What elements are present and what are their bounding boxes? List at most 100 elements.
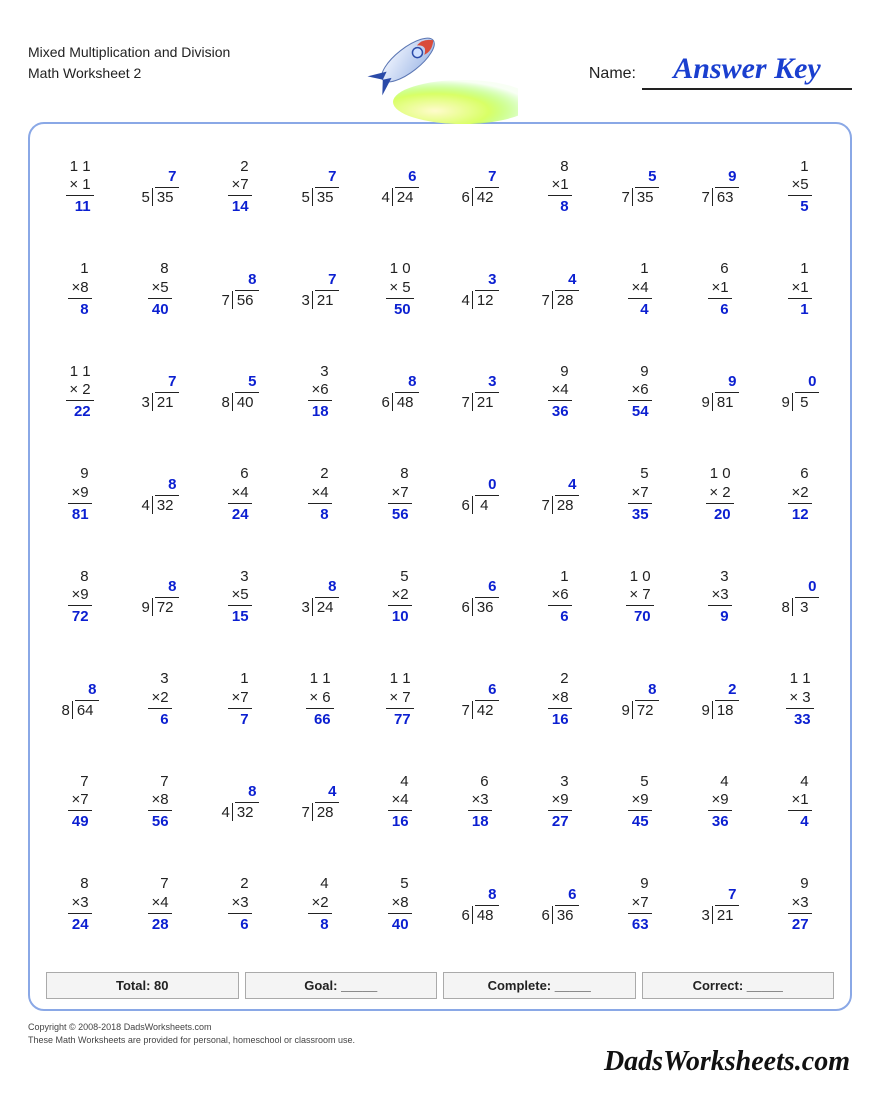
multiplication-problem: 9×981: [68, 465, 91, 524]
divisor: 7: [222, 291, 232, 309]
multiplicand: 1: [68, 260, 91, 279]
divisor: 7: [542, 496, 552, 514]
product-answer: 15: [228, 606, 251, 627]
problem-cell: 1 1× 666: [280, 649, 360, 752]
name-line: Answer Key: [642, 52, 852, 90]
product-answer: 22: [66, 401, 93, 422]
multiplicand: 1 0: [386, 260, 413, 279]
dividend: 35: [312, 188, 338, 206]
multiplier: ×4: [628, 279, 651, 299]
multiplier: ×9: [68, 484, 91, 504]
title-block: Mixed Multiplication and Division Math W…: [28, 24, 308, 84]
division-problem: 8648: [382, 373, 419, 411]
problem-cell: 1×55: [760, 136, 840, 239]
problem-cell: 5×735: [600, 444, 680, 547]
multiplier: ×2: [148, 689, 171, 709]
problem-cell: 7×428: [120, 854, 200, 957]
division-problem: 4728: [542, 476, 579, 514]
dividend: 12: [472, 291, 498, 309]
multiplication-problem: 9×436: [548, 363, 571, 422]
dividend: 3: [792, 598, 816, 616]
multiplicand: 2: [228, 875, 251, 894]
problem-cell: 8432: [120, 444, 200, 547]
worksheet-header: Mixed Multiplication and Division Math W…: [28, 24, 852, 114]
dividend: 40: [232, 393, 258, 411]
multiplication-problem: 5×945: [628, 773, 651, 832]
division-problem: 7321: [302, 271, 339, 309]
divisor: 9: [702, 393, 712, 411]
problem-cell: 095: [760, 341, 840, 444]
product-answer: 6: [708, 299, 731, 320]
product-answer: 40: [388, 914, 411, 935]
division-problem: 7535: [142, 168, 179, 206]
copyright-note: These Math Worksheets are provided for p…: [28, 1034, 852, 1047]
division-problem: 4728: [542, 271, 579, 309]
multiplier: ×9: [68, 586, 91, 606]
product-answer: 70: [626, 606, 653, 627]
multiplier: ×7: [628, 894, 651, 914]
division-problem: 7321: [702, 886, 739, 924]
divisor: 6: [462, 496, 472, 514]
multiplicand: 8: [68, 875, 91, 894]
multiplicand: 3: [708, 568, 731, 587]
quotient-answer: 8: [155, 476, 179, 496]
multiplier: ×1: [548, 176, 571, 196]
problem-cell: 8972: [120, 546, 200, 649]
problem-cell: 7321: [120, 341, 200, 444]
quotient-answer: 4: [315, 783, 339, 803]
multiplier: ×1: [708, 279, 731, 299]
multiplication-problem: 1 1× 111: [66, 158, 93, 217]
multiplicand: 4: [388, 773, 411, 792]
division-problem: 8756: [222, 271, 259, 309]
dividend: 21: [152, 393, 178, 411]
multiplication-problem: 2×714: [228, 158, 251, 217]
multiplication-problem: 2×36: [228, 875, 251, 934]
multiplier: ×3: [68, 894, 91, 914]
problem-cell: 8×756: [360, 444, 440, 547]
divisor: 4: [382, 188, 392, 206]
dividend: 18: [712, 701, 738, 719]
multiplication-problem: 1×44: [628, 260, 651, 319]
title-line-1: Mixed Multiplication and Division: [28, 42, 308, 63]
divisor: 7: [702, 188, 712, 206]
multiplicand: 3: [308, 363, 331, 382]
product-answer: 6: [548, 606, 571, 627]
division-problem: 095: [782, 373, 819, 411]
division-problem: 6424: [382, 168, 419, 206]
quotient-answer: 8: [155, 578, 179, 598]
quotient-answer: 8: [635, 681, 659, 701]
multiplication-problem: 8×18: [548, 158, 571, 217]
problem-cell: 4728: [280, 751, 360, 854]
multiplicand: 9: [788, 875, 811, 894]
multiplication-problem: 1 1× 222: [66, 363, 93, 422]
problem-cell: 3×39: [680, 546, 760, 649]
multiplier: ×4: [388, 791, 411, 811]
problem-cell: 6×16: [680, 239, 760, 342]
problem-cell: 4×936: [680, 751, 760, 854]
product-answer: 7: [228, 709, 251, 730]
quotient-answer: 7: [315, 168, 339, 188]
division-problem: 7642: [462, 168, 499, 206]
divisor: 8: [62, 701, 72, 719]
multiplication-problem: 3×39: [708, 568, 731, 627]
divisor: 9: [782, 393, 792, 411]
multiplication-problem: 1 0× 220: [706, 465, 733, 524]
division-problem: 3412: [462, 271, 499, 309]
multiplier: ×7: [628, 484, 651, 504]
multiplication-problem: 3×618: [308, 363, 331, 422]
multiplication-problem: 1 1× 777: [386, 670, 413, 729]
problem-cell: 8324: [280, 546, 360, 649]
stat-goal: Goal: _____: [245, 972, 438, 999]
multiplicand: 3: [228, 568, 251, 587]
dividend: 36: [472, 598, 498, 616]
title-line-2: Math Worksheet 2: [28, 63, 308, 84]
multiplier: ×9: [548, 791, 571, 811]
multiplication-problem: 9×763: [628, 875, 651, 934]
problem-cell: 4×416: [360, 751, 440, 854]
quotient-answer: 8: [395, 373, 419, 393]
multiplier: × 6: [306, 689, 333, 709]
problem-cell: 6×424: [200, 444, 280, 547]
product-answer: 16: [388, 811, 411, 832]
multiplication-problem: 1×55: [788, 158, 811, 217]
quotient-answer: 4: [555, 271, 579, 291]
